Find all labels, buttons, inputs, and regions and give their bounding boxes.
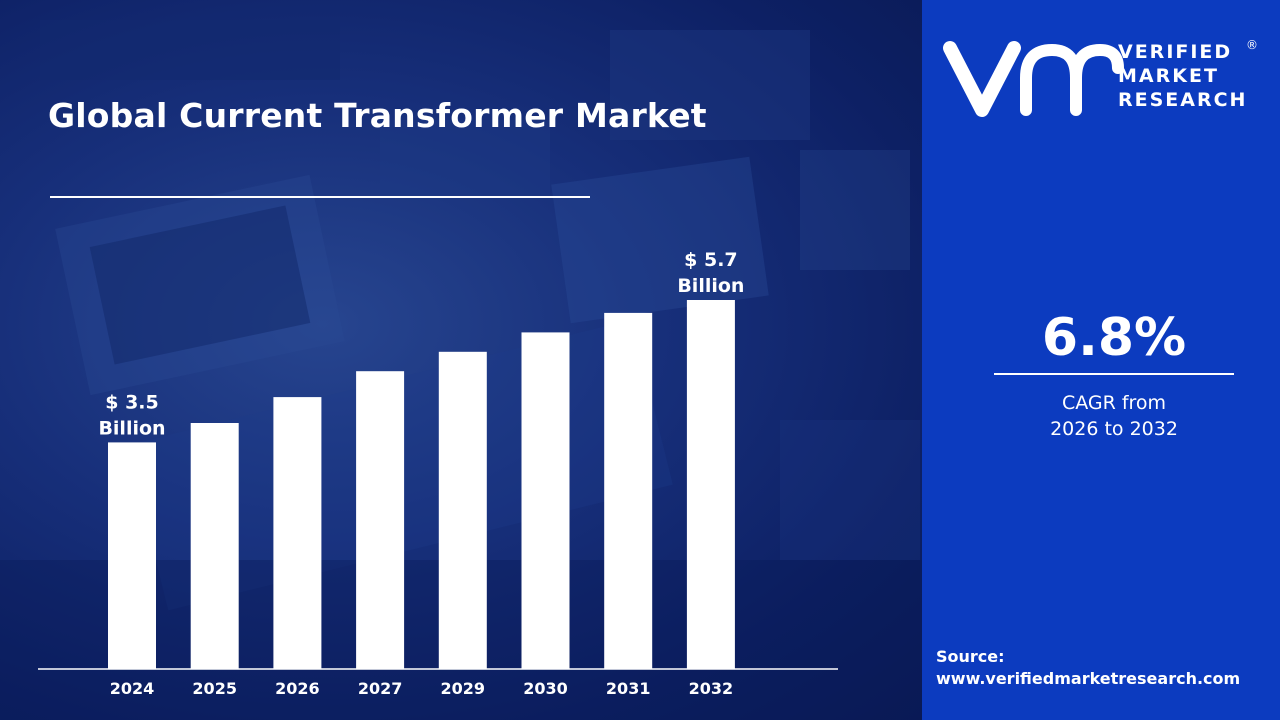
- title-underline: [50, 196, 590, 198]
- x-tick-label-2026: 2026: [275, 679, 320, 698]
- x-tick-label-2024: 2024: [110, 679, 155, 698]
- source-url: www.verifiedmarketresearch.com: [936, 669, 1241, 688]
- vmr-logo-icon: [943, 41, 1124, 117]
- x-tick-label-2030: 2030: [523, 679, 568, 698]
- x-tick-label-2029: 2029: [441, 679, 486, 698]
- brand-line-3: RESEARCH: [1118, 89, 1248, 111]
- bar-2026: [273, 397, 322, 669]
- data-label-2032-line-1: $ 5.7: [684, 249, 738, 271]
- bar-2025: [190, 423, 239, 669]
- bar-chart: 2024 2025 2026 2027 2029 2030 2031 2032 $ 3.5 Bil…: [38, 249, 838, 698]
- bar-2031: [604, 312, 653, 669]
- data-label-2032-line-2: Billion: [677, 275, 744, 297]
- chart-title: Global Current Transformer Market: [48, 96, 707, 135]
- cagr-label: CAGR from 2026 to 2032: [994, 390, 1234, 442]
- cagr-divider: [994, 373, 1234, 375]
- source: Source: www.verifiedmarketresearch.com: [936, 646, 1240, 690]
- data-label-2024-line-2: Billion: [98, 417, 165, 439]
- x-tick-label-2032: 2032: [689, 679, 734, 698]
- cagr-label-line-2: 2026 to 2032: [1050, 418, 1178, 440]
- brand-name: VERIFIED MARKET RESEARCH: [1118, 40, 1247, 112]
- registered-mark: ®: [1246, 38, 1258, 52]
- brand-line-1: VERIFIED: [1118, 41, 1233, 63]
- bar-2030: [521, 332, 570, 669]
- bar-2024: [108, 442, 156, 669]
- bar-2032: [686, 300, 735, 669]
- brand-line-2: MARKET: [1118, 65, 1219, 87]
- x-tick-label-2027: 2027: [358, 679, 403, 698]
- x-tick-label-2031: 2031: [606, 679, 651, 698]
- source-label: Source:: [936, 647, 1005, 666]
- info-panel: VERIFIED MARKET RESEARCH ® 6.8% CAGR fro…: [922, 0, 1280, 720]
- x-tick-label-2025: 2025: [192, 679, 237, 698]
- chart-panel: Global Current Transformer Market 2024 20…: [0, 0, 922, 720]
- bar-2029: [438, 351, 487, 669]
- data-label-2024-line-1: $ 3.5: [105, 391, 159, 413]
- cagr-label-line-1: CAGR from: [1061, 392, 1167, 414]
- cagr-value: 6.8%: [1041, 308, 1187, 368]
- bar-2027: [356, 371, 405, 669]
